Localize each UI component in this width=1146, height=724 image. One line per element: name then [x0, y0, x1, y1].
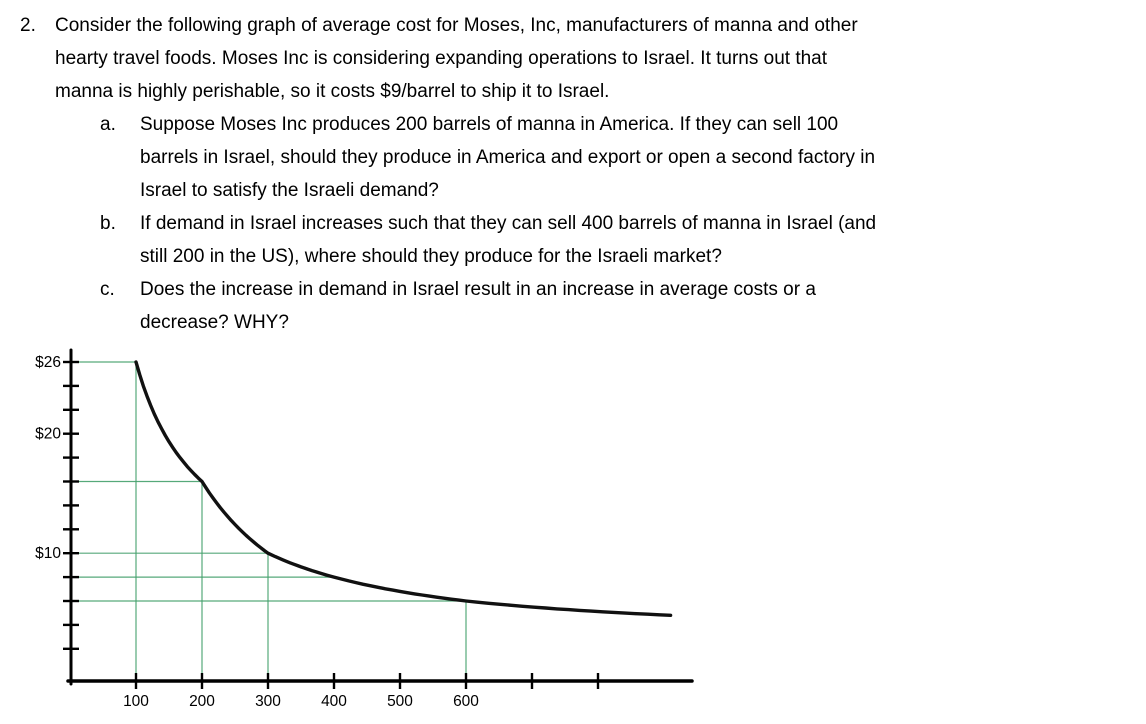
x-tick-label: 100 [123, 693, 149, 710]
x-tick-label: 500 [387, 693, 413, 710]
item-text: Suppose Moses Inc produces 200 barrels o… [140, 108, 1120, 207]
y-tick-label: $26 [35, 354, 61, 371]
item-text-line: Israel to satisfy the Israeli demand? [140, 180, 439, 201]
item-text-line: decrease? WHY? [140, 312, 289, 333]
problem-number: 2. [20, 15, 36, 36]
problem-item-b: b. If demand in Israel increases such th… [100, 207, 1120, 273]
average-cost-curve [134, 360, 673, 617]
problem-statement: 2. Consider the following graph of avera… [20, 9, 1120, 108]
item-text-line: Suppose Moses Inc produces 200 barrels o… [140, 114, 839, 135]
item-text-line: If demand in Israel increases such that … [140, 213, 877, 234]
y-tick-label: $10 [35, 545, 61, 562]
item-label: a. [100, 114, 116, 135]
x-tick-label: 200 [189, 693, 215, 710]
problem-text: Consider the following graph of average … [55, 9, 1120, 108]
x-tick-label: 400 [321, 693, 347, 710]
average-cost-chart: 100 200 300 400 500 600 $26 $20 $10 [0, 340, 720, 724]
item-text: If demand in Israel increases such that … [140, 207, 1120, 273]
x-tick-label: 300 [255, 693, 281, 710]
item-text-line: barrels in Israel, should they produce i… [140, 147, 876, 168]
item-label: b. [100, 213, 116, 234]
problem-item-c: c. Does the increase in demand in Israel… [100, 273, 1120, 339]
item-text: Does the increase in demand in Israel re… [140, 273, 1120, 339]
item-text-line: still 200 in the US), where should they … [140, 246, 722, 267]
item-text-line: Does the increase in demand in Israel re… [140, 279, 816, 300]
y-tick-label: $20 [35, 426, 61, 443]
item-label: c. [100, 279, 115, 300]
problem-item-a: a. Suppose Moses Inc produces 200 barrel… [100, 108, 1120, 207]
problem-text-line: Consider the following graph of average … [55, 15, 858, 36]
x-tick-label: 600 [453, 693, 479, 710]
problem-text-line: manna is highly perishable, so it costs … [55, 81, 610, 102]
problem-block: 2. Consider the following graph of avera… [20, 9, 1120, 339]
average-cost-chart-svg: 100 200 300 400 500 600 $26 $20 $10 [35, 348, 694, 710]
problem-text-line: hearty travel foods. Moses Inc is consid… [55, 48, 828, 69]
